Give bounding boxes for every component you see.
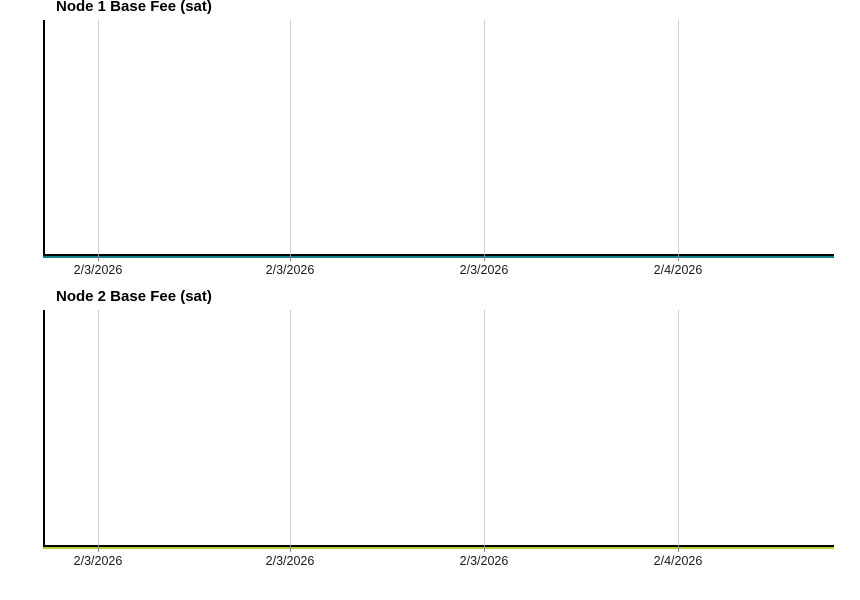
x-axis-labels: 2/3/2026 2/3/2026 2/3/2026 2/4/2026 <box>43 554 832 570</box>
x-axis-tick <box>484 254 485 261</box>
chart-title: Node 2 Base Fee (sat) <box>56 288 212 305</box>
x-tick-label: 2/4/2026 <box>653 263 703 277</box>
x-axis-tick <box>290 254 291 261</box>
x-tick-label: 2/3/2026 <box>459 554 509 568</box>
vertical-gridline <box>290 310 291 545</box>
x-axis-tick <box>678 254 679 261</box>
x-tick-label: 2/3/2026 <box>459 263 509 277</box>
chart-title: Node 1 Base Fee (sat) <box>56 0 212 15</box>
x-tick-label: 2/3/2026 <box>73 554 123 568</box>
vertical-gridline <box>678 20 679 254</box>
vertical-gridline <box>290 20 291 254</box>
vertical-gridline <box>678 310 679 545</box>
plot-area <box>43 20 834 261</box>
node-2-base-fee-chart: Node 2 Base Fee (sat) 2/3/2026 2/3/2026 2/… <box>0 288 860 578</box>
x-axis-tick <box>290 545 291 552</box>
series-line <box>43 256 834 258</box>
x-tick-label: 2/4/2026 <box>653 554 703 568</box>
vertical-gridline <box>98 20 99 254</box>
x-axis-labels: 2/3/2026 2/3/2026 2/3/2026 2/4/2026 <box>43 263 832 279</box>
plot-area <box>43 310 834 552</box>
x-axis-tick <box>98 254 99 261</box>
vertical-gridline <box>98 310 99 545</box>
vertical-gridline <box>484 20 485 254</box>
x-tick-label: 2/3/2026 <box>265 554 315 568</box>
x-axis-tick <box>678 545 679 552</box>
x-tick-label: 2/3/2026 <box>73 263 123 277</box>
node-1-base-fee-chart: Node 1 Base Fee (sat) 2/3/2026 2/3/2026 2/… <box>0 0 860 282</box>
vertical-gridline <box>484 310 485 545</box>
series-line <box>43 547 834 549</box>
x-tick-label: 2/3/2026 <box>265 263 315 277</box>
x-axis-tick <box>98 545 99 552</box>
x-axis-tick <box>484 545 485 552</box>
